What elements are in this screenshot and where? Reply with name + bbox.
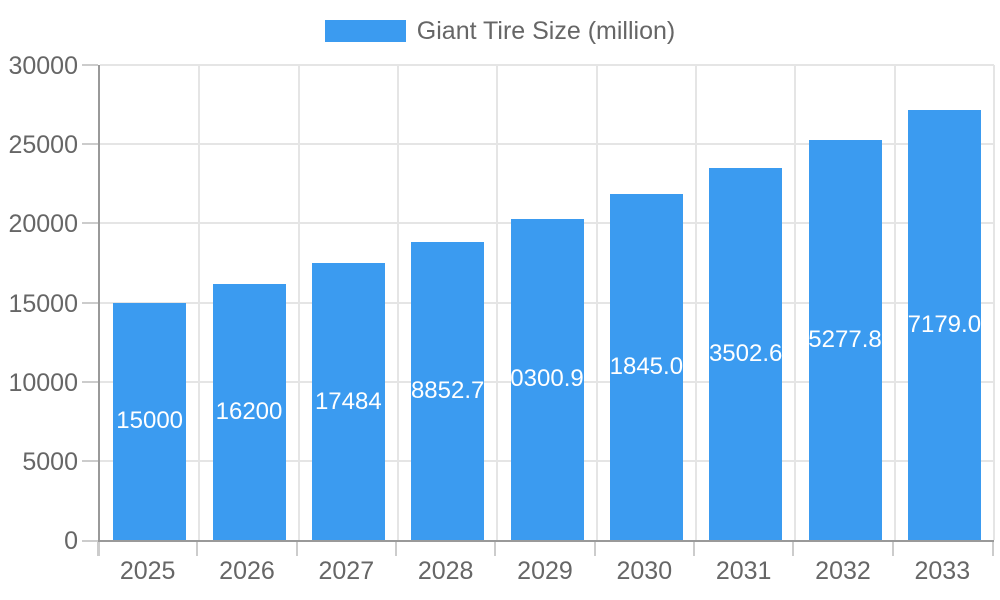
bar-value-label: 15000 bbox=[116, 407, 184, 435]
plot-area: 15000 16200 17484 18852.72 20300.93 21845.03 2… bbox=[98, 64, 995, 542]
bar-2027[interactable]: 17484 bbox=[311, 263, 385, 540]
gridline-x-5 bbox=[595, 65, 598, 540]
bar-value-label: 20300.93 bbox=[510, 365, 584, 393]
x-axis-tick-4 bbox=[494, 542, 497, 556]
x-axis-label-2029: 2029 bbox=[517, 557, 573, 585]
bar-2029[interactable]: 20300.93 bbox=[510, 218, 584, 540]
x-axis-label-2030: 2030 bbox=[616, 557, 673, 585]
gridline-x-6 bbox=[695, 65, 697, 540]
gridline-y-25000 bbox=[100, 143, 994, 146]
x-axis-tick-3 bbox=[395, 542, 397, 556]
x-axis-label-2026: 2026 bbox=[219, 557, 275, 585]
x-axis-tick-8 bbox=[891, 542, 894, 556]
y-axis-tick-0 bbox=[82, 540, 98, 542]
legend-label: Giant Tire Size (million) bbox=[416, 17, 676, 45]
y-axis-tick-15000 bbox=[82, 301, 98, 304]
bar-2028[interactable]: 18852.72 bbox=[411, 241, 485, 540]
bar-value-label: 21845.03 bbox=[609, 353, 683, 381]
bar-2032[interactable]: 25277.83 bbox=[808, 139, 882, 540]
x-axis-tick-origin bbox=[98, 542, 100, 556]
gridline-y-30000 bbox=[100, 64, 994, 66]
x-axis-tick-6 bbox=[693, 542, 695, 556]
gridline-x-2 bbox=[297, 65, 300, 540]
y-axis-tick-10000 bbox=[82, 380, 98, 383]
y-axis-label-20000: 20000 bbox=[8, 210, 78, 239]
gridline-x-9 bbox=[993, 65, 995, 540]
x-axis-label-2031: 2031 bbox=[715, 557, 772, 585]
bar-2033[interactable]: 27179.03 bbox=[907, 109, 981, 540]
x-axis-label-2033: 2033 bbox=[914, 557, 971, 585]
legend-swatch-icon bbox=[324, 20, 406, 42]
bar-value-label: 23502.63 bbox=[709, 339, 783, 367]
legend-item[interactable]: Giant Tire Size (million) bbox=[0, 16, 1000, 46]
gridline-x-7 bbox=[794, 65, 797, 540]
bar-value-label: 27179.03 bbox=[907, 310, 981, 338]
y-axis-label-25000: 25000 bbox=[8, 131, 78, 160]
gridline-x-1 bbox=[198, 65, 201, 540]
bar-2025[interactable]: 15000 bbox=[113, 302, 187, 540]
y-axis-tick-5000 bbox=[82, 459, 98, 462]
y-axis-label-15000: 15000 bbox=[8, 289, 78, 318]
x-axis-tick-5 bbox=[593, 542, 596, 556]
bar-value-label: 17484 bbox=[314, 387, 382, 415]
bar-value-label: 16200 bbox=[215, 397, 283, 425]
x-axis-tick-2 bbox=[295, 542, 298, 556]
x-axis-tick-7 bbox=[792, 542, 795, 556]
x-axis-label-2025: 2025 bbox=[119, 557, 176, 585]
y-axis-label-30000: 30000 bbox=[8, 52, 78, 80]
x-axis-tick-1 bbox=[196, 542, 199, 556]
y-axis-label-10000: 10000 bbox=[8, 368, 78, 397]
y-axis-tick-20000 bbox=[82, 222, 98, 225]
x-axis-label-2028: 2028 bbox=[417, 557, 474, 585]
bar-value-label: 18852.72 bbox=[411, 376, 485, 404]
y-axis-tick-25000 bbox=[82, 143, 98, 146]
x-axis-tick-end bbox=[992, 542, 994, 556]
y-axis-tick-30000 bbox=[82, 64, 98, 66]
bar-2030[interactable]: 21845.03 bbox=[609, 194, 683, 540]
x-axis-label-2027: 2027 bbox=[318, 557, 375, 585]
bar-2031[interactable]: 23502.63 bbox=[709, 167, 783, 540]
gridline-x-4 bbox=[496, 65, 499, 540]
gridline-x-8 bbox=[893, 65, 896, 540]
x-axis-label-2032: 2032 bbox=[815, 557, 871, 585]
y-axis-label-5000: 5000 bbox=[22, 447, 78, 476]
bar-value-label: 25277.83 bbox=[808, 325, 882, 353]
gridline-x-3 bbox=[397, 65, 399, 540]
y-axis-label-0: 0 bbox=[64, 527, 78, 555]
bar-2026[interactable]: 16200 bbox=[212, 283, 286, 540]
